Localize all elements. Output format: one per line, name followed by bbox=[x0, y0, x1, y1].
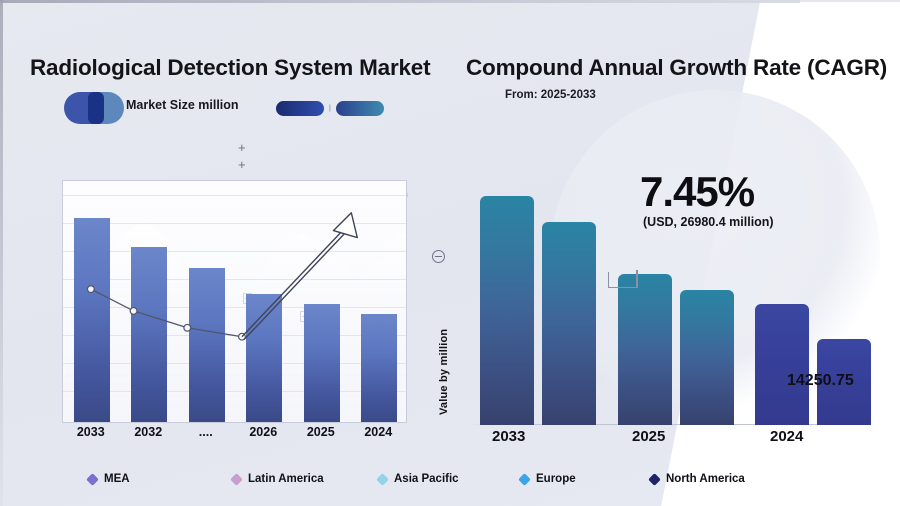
cagr-value: 7.45% bbox=[640, 168, 755, 215]
legend-label: Europe bbox=[536, 473, 576, 485]
plus-icon-1: + bbox=[238, 140, 246, 155]
legend-label: North America bbox=[666, 473, 745, 485]
legend-label: Latin America bbox=[248, 473, 324, 485]
x-axis-tick-label: 2024 bbox=[364, 425, 393, 439]
legend-item-north-america[interactable]: North America bbox=[648, 472, 745, 486]
gridline bbox=[63, 195, 406, 196]
decorative-bracket-1 bbox=[608, 272, 638, 288]
legend-marker-icon bbox=[86, 472, 99, 486]
region-legend: MEA Latin America Asia Pacific Europe North … bbox=[0, 462, 900, 496]
gridline bbox=[63, 251, 406, 252]
left-bar bbox=[188, 267, 225, 422]
left-chart-title: Radiological Detection System Market bbox=[30, 55, 431, 80]
right-bar bbox=[480, 195, 534, 425]
x-axis-tick-label: 2033 bbox=[76, 425, 105, 439]
legend-item-europe[interactable]: Europe bbox=[518, 472, 576, 486]
pill-badge-2 bbox=[335, 101, 384, 116]
gridline bbox=[63, 223, 406, 224]
x-axis-tick-label: .... bbox=[198, 425, 213, 439]
left-bar bbox=[131, 247, 168, 422]
right-bar-chart bbox=[470, 160, 872, 425]
right-bar bbox=[755, 303, 809, 425]
trend-line-overlay bbox=[86, 212, 358, 341]
right-chart-subtitle: From: 2025-2033 bbox=[505, 89, 596, 101]
legend-item-mea[interactable]: MEA bbox=[86, 472, 130, 486]
market-size-caption: Market Size million bbox=[126, 98, 239, 112]
left-bar bbox=[246, 294, 283, 422]
left-bar bbox=[361, 314, 398, 422]
plus-icon-2: + bbox=[238, 157, 246, 172]
gridline bbox=[63, 307, 406, 308]
left-bar bbox=[303, 303, 340, 422]
gridline bbox=[63, 391, 406, 392]
right-chart-title: Compound Annual Growth Rate (CAGR) bbox=[466, 55, 888, 80]
x-axis-tick-label: 2032 bbox=[134, 425, 163, 439]
pill-badge-1 bbox=[276, 101, 324, 116]
x-axis-tick-label: 2033 bbox=[492, 428, 526, 445]
x-axis-tick-label: 2026 bbox=[249, 425, 278, 439]
circle-minus-icon bbox=[432, 250, 445, 263]
x-axis-tick-label: 2024 bbox=[770, 428, 804, 445]
left-bar bbox=[73, 217, 110, 422]
left-bar-chart bbox=[62, 180, 407, 423]
x-axis-tick-label: 2025 bbox=[632, 428, 666, 445]
cagr-unit-label: (USD, 26980.4 million) bbox=[643, 215, 774, 229]
right-bar bbox=[542, 221, 597, 425]
pill-separator: | bbox=[329, 105, 331, 112]
legend-marker-icon bbox=[376, 472, 389, 486]
legend-label: MEA bbox=[104, 473, 130, 485]
decorative-bracket-2 bbox=[636, 270, 638, 288]
legend-marker-icon bbox=[648, 472, 661, 486]
decorative-plus-marks: + + bbox=[238, 139, 246, 173]
brand-logo-icon bbox=[64, 92, 124, 124]
right-bar bbox=[618, 273, 672, 425]
panel-left-edge bbox=[0, 0, 3, 506]
legend-item-asia-pacific[interactable]: Asia Pacific bbox=[376, 472, 459, 486]
panel-top-edge bbox=[0, 0, 800, 3]
right-bar bbox=[680, 289, 735, 425]
gridline bbox=[63, 363, 406, 364]
legend-marker-icon bbox=[230, 472, 243, 486]
legend-label: Asia Pacific bbox=[394, 473, 459, 485]
left-chart-x-axis-labels: 2033 2032.... 2026 2025 2024 bbox=[62, 425, 407, 439]
logo-right-shape bbox=[88, 92, 124, 124]
right-bar bbox=[817, 339, 872, 425]
x-axis-tick-label: 2025 bbox=[306, 425, 335, 439]
callout-value-2024: 14250.75 bbox=[787, 372, 854, 389]
legend-item-latin-america[interactable]: Latin America bbox=[230, 472, 324, 486]
gridline bbox=[63, 279, 406, 280]
legend-marker-icon bbox=[518, 472, 531, 486]
header-pill-group: | bbox=[276, 101, 384, 116]
left-chart-y-axis-label: Value by million bbox=[438, 328, 450, 415]
